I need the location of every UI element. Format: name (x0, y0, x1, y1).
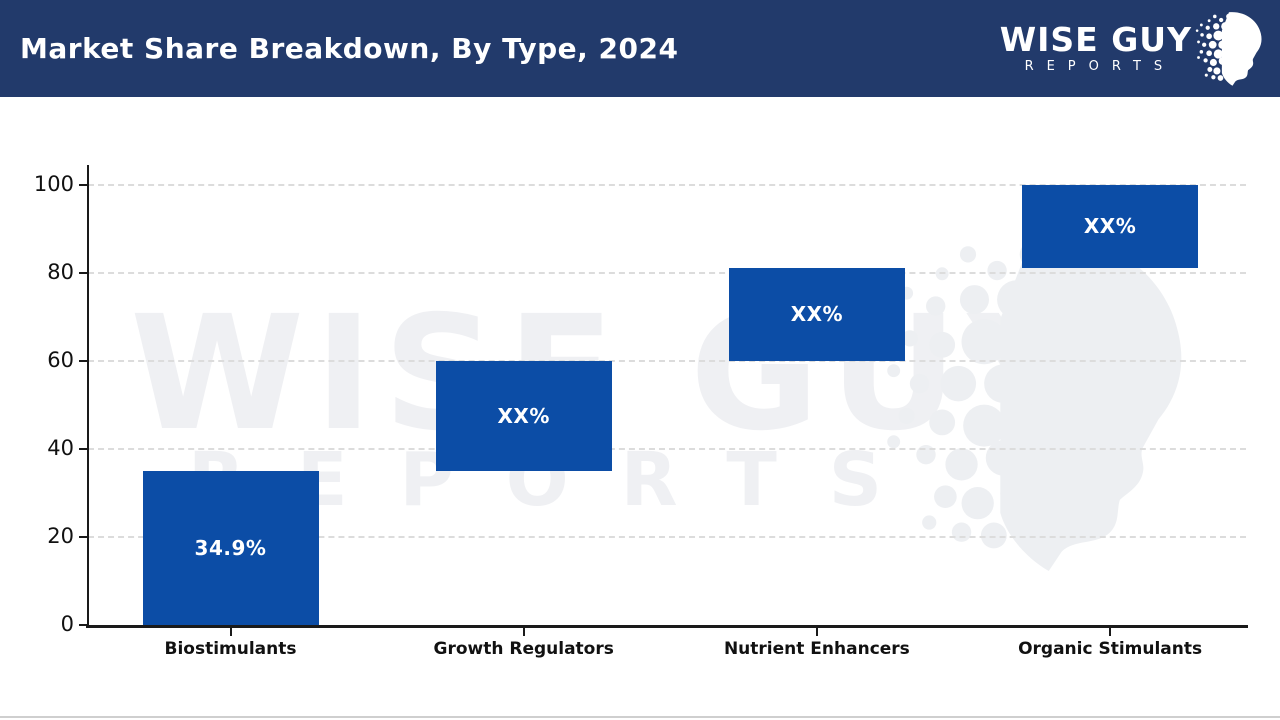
x-tick-mark (522, 628, 525, 636)
y-tick-mark (79, 448, 88, 450)
logo-sub-text: REPORTS (1024, 59, 1176, 74)
wise-guy-logo: WISE GUY REPORTS (1000, 7, 1280, 91)
x-axis-line (86, 625, 1248, 628)
gridline (88, 184, 1246, 186)
bar-value-label: XX% (497, 403, 550, 428)
page-title: Market Share Breakdown, By Type, 2024 (20, 32, 679, 65)
y-tick-mark (79, 624, 88, 626)
x-tick-mark (815, 628, 818, 636)
bottom-divider (0, 716, 1280, 718)
y-tick-label: 80 (47, 260, 74, 284)
y-tick-mark (79, 536, 88, 538)
y-tick-mark (79, 184, 88, 186)
gridline (88, 536, 1246, 538)
y-tick-label: 0 (60, 612, 74, 636)
y-tick-mark (79, 272, 88, 274)
y-tick-label: 60 (47, 348, 74, 372)
bar-value-label: XX% (790, 302, 844, 327)
bar-value-label: 34.9% (194, 536, 267, 561)
x-tick-mark (229, 628, 232, 636)
gridline (88, 360, 1246, 362)
bar-segment: XX% (435, 360, 612, 472)
dotted-head-icon (1195, 11, 1262, 86)
logo-text: WISE GUY REPORTS (1000, 23, 1192, 74)
y-axis-line (87, 165, 89, 627)
y-tick-label: 100 (33, 172, 74, 196)
bar-segment: XX% (728, 267, 905, 361)
bar-segment: 34.9% (142, 471, 319, 625)
x-tick-mark (1109, 628, 1112, 636)
x-category-label: Organic Stimulants (1018, 639, 1203, 659)
y-tick-label: 20 (47, 524, 74, 548)
logo-brand-text: WISE GUY (999, 20, 1192, 59)
bar-value-label: XX% (1083, 214, 1137, 239)
header-bar: Market Share Breakdown, By Type, 2024 WI… (0, 0, 1280, 97)
gridline (88, 448, 1246, 450)
y-tick-mark (79, 360, 88, 362)
y-tick-label: 40 (47, 436, 74, 460)
x-category-label: Biostimulants (164, 639, 297, 659)
x-category-label: Growth Regulators (433, 639, 614, 659)
bar-segment: XX% (1022, 185, 1199, 268)
x-category-label: Nutrient Enhancers (723, 639, 910, 659)
gridline (88, 272, 1246, 274)
